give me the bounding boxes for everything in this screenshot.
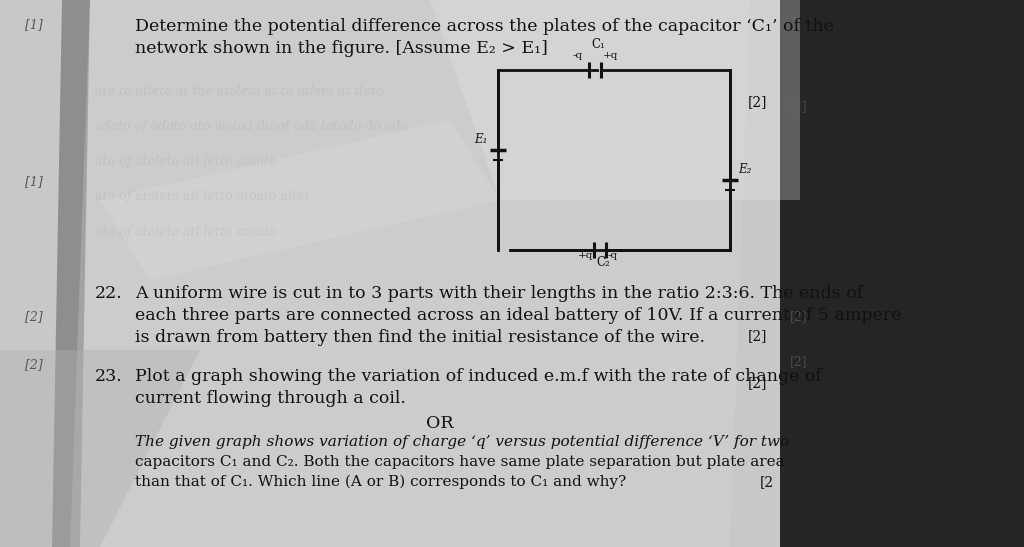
Text: C₂: C₂ xyxy=(596,256,609,269)
Text: than that of C₁. Which line (A or B) corresponds to C₁ and why?: than that of C₁. Which line (A or B) cor… xyxy=(135,475,627,490)
Text: The given graph shows variation of charge ‘q’ versus potential difference ‘V’ fo: The given graph shows variation of charg… xyxy=(135,435,790,449)
Text: adoto of odoto ato wotod dtoot oda totodo do ado: adoto of odoto ato wotod dtoot oda totod… xyxy=(95,120,408,133)
Text: Plot a graph showing the variation of induced e.m.f with the rate of change of: Plot a graph showing the variation of in… xyxy=(135,368,822,385)
Text: E₂: E₂ xyxy=(738,163,752,176)
Text: ate to atleto at the atoleto at to atleto at tleto: ate to atleto at the atoleto at to atlet… xyxy=(95,85,383,98)
Text: 22.: 22. xyxy=(95,285,123,302)
Text: ato of atoleto atl letto atoato: ato of atoleto atl letto atoato xyxy=(95,155,276,168)
Text: [1]: [1] xyxy=(25,18,43,31)
Text: [2]: [2] xyxy=(790,100,808,113)
Text: Determine the potential difference across the plates of the capacitor ‘C₁’ of th: Determine the potential difference acros… xyxy=(135,18,834,35)
Polygon shape xyxy=(52,0,90,547)
Text: current flowing through a coil.: current flowing through a coil. xyxy=(135,390,406,407)
Text: [2: [2 xyxy=(760,475,774,489)
Text: [2]: [2] xyxy=(790,355,808,368)
Text: [2]: [2] xyxy=(748,376,768,390)
Polygon shape xyxy=(430,0,800,200)
Polygon shape xyxy=(100,120,500,280)
Text: capacitors C₁ and C₂. Both the capacitors have same plate separation but plate a: capacitors C₁ and C₂. Both the capacitor… xyxy=(135,455,784,469)
Text: 23.: 23. xyxy=(95,368,123,385)
Text: A uniform wire is cut in to 3 parts with their lengths in the ratio 2:3:6. The e: A uniform wire is cut in to 3 parts with… xyxy=(135,285,863,302)
Text: OR: OR xyxy=(426,415,454,432)
Text: network shown in the figure. [Assume E₂ > E₁]: network shown in the figure. [Assume E₂ … xyxy=(135,40,548,57)
Text: ato of atoleto atl letto atoato altet: ato of atoleto atl letto atoato altet xyxy=(95,190,309,203)
Polygon shape xyxy=(70,0,750,547)
Text: ato of atoleto atl letto atoato: ato of atoleto atl letto atoato xyxy=(95,226,276,239)
Text: [2]: [2] xyxy=(790,310,808,323)
Text: +q: +q xyxy=(578,251,593,260)
Text: C₁: C₁ xyxy=(591,38,605,51)
Text: -q: -q xyxy=(608,251,618,260)
Text: E₁: E₁ xyxy=(474,133,487,146)
Text: [2]: [2] xyxy=(25,358,43,371)
Polygon shape xyxy=(0,350,200,547)
Text: [1]: [1] xyxy=(25,175,43,188)
Text: is drawn from battery then find the initial resistance of the wire.: is drawn from battery then find the init… xyxy=(135,329,705,346)
Text: [2]: [2] xyxy=(25,310,43,323)
Text: each three parts are connected across an ideal battery of 10V. If a current of 5: each three parts are connected across an… xyxy=(135,307,901,324)
Text: +q: +q xyxy=(603,51,618,60)
Polygon shape xyxy=(780,0,1024,547)
Text: -q: -q xyxy=(573,51,583,60)
Text: [2]: [2] xyxy=(748,95,768,109)
Text: [2]: [2] xyxy=(748,329,768,343)
Polygon shape xyxy=(0,0,800,547)
